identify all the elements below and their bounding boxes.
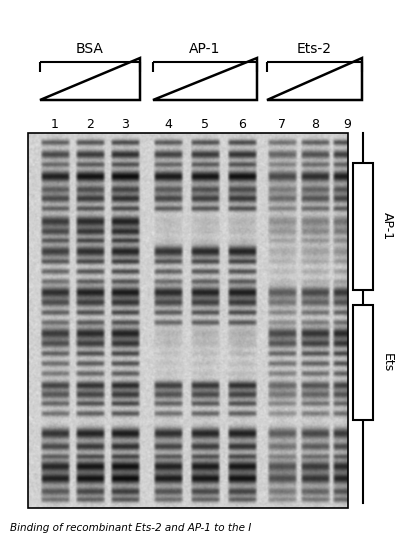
Text: 7: 7 bbox=[277, 118, 285, 132]
Bar bbox=[352, 163, 372, 290]
Text: AP-1: AP-1 bbox=[189, 42, 220, 56]
Text: Ets: Ets bbox=[380, 353, 393, 372]
Text: 4: 4 bbox=[164, 118, 171, 132]
Text: 5: 5 bbox=[201, 118, 209, 132]
Text: 6: 6 bbox=[237, 118, 245, 132]
Text: 1: 1 bbox=[51, 118, 59, 132]
Text: 8: 8 bbox=[310, 118, 318, 132]
Text: Binding of recombinant Ets-2 and AP-1 to the I: Binding of recombinant Ets-2 and AP-1 to… bbox=[10, 523, 251, 533]
Bar bbox=[352, 305, 372, 420]
Text: 9: 9 bbox=[342, 118, 350, 132]
Text: Ets-2: Ets-2 bbox=[296, 42, 331, 56]
Text: BSA: BSA bbox=[76, 42, 104, 56]
Text: AP-1: AP-1 bbox=[380, 213, 393, 240]
Text: 3: 3 bbox=[121, 118, 128, 132]
Bar bbox=[28, 133, 347, 508]
Text: 2: 2 bbox=[86, 118, 94, 132]
